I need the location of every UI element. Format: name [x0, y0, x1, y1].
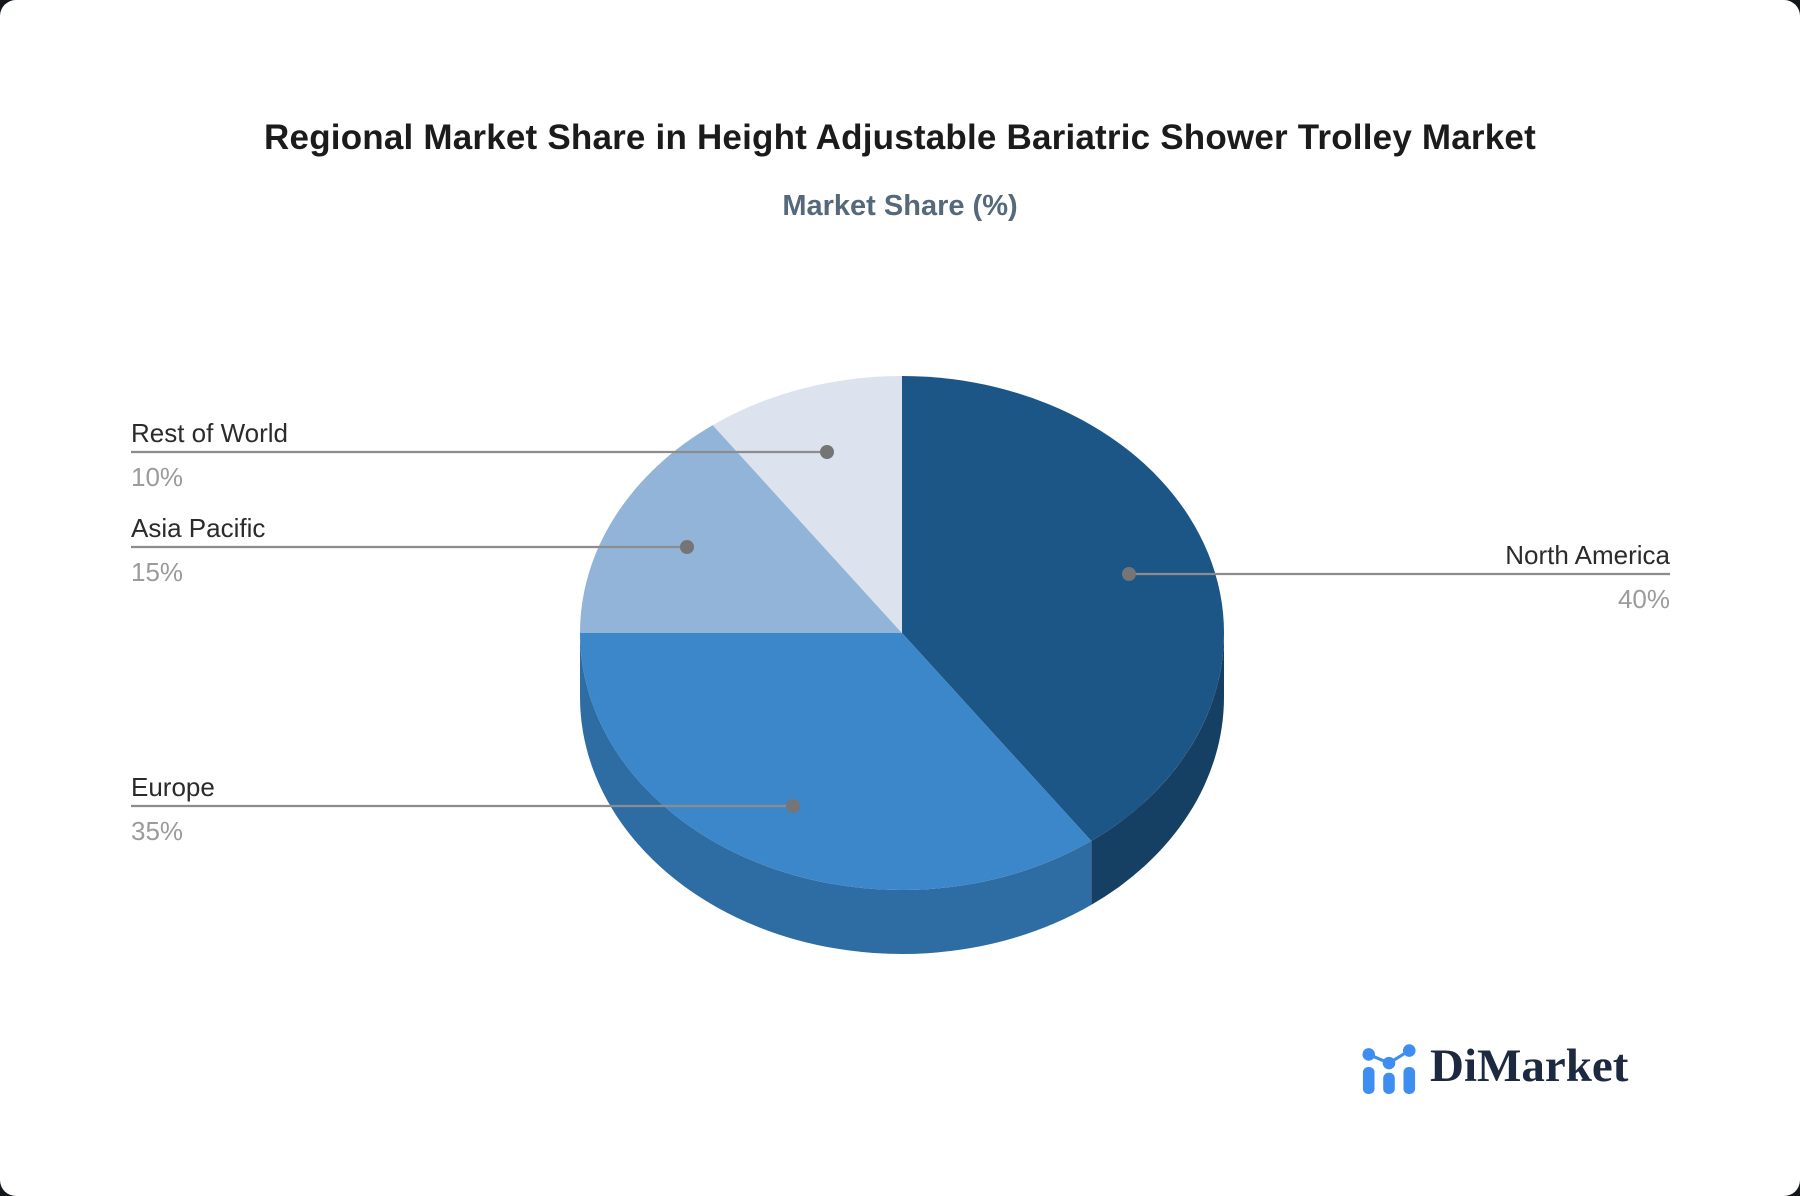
pie-side-europe [580, 633, 1092, 955]
leader-dot-europe [786, 799, 800, 813]
slice-value-asia-pacific: 15% [131, 557, 184, 587]
pie-slice-asia-pacific [580, 425, 902, 633]
chart-subtitle: Market Share (%) [782, 190, 1018, 222]
slice-value-rest-of-world: 10% [131, 462, 184, 492]
leader-dot-asia-pacific [680, 540, 694, 554]
slice-value-north-america: 40% [1617, 584, 1670, 614]
leader-dot-rest-of-world [820, 445, 834, 459]
slice-label-asia-pacific: Asia Pacific [131, 513, 266, 543]
slice-label-europe: Europe [131, 772, 215, 802]
leader-dot-north-america [1122, 567, 1136, 581]
bar-line-chart-icon [1362, 1044, 1416, 1094]
pie-slice-north-america [902, 376, 1224, 841]
dimarket-logo: DiMarket [1360, 1036, 1628, 1096]
logo-wordmark: DiMarket [1430, 1040, 1629, 1092]
pie-slice-rest-of-world [712, 376, 902, 633]
slice-label-north-america: North America [1505, 540, 1670, 570]
pie-side-north-america [1091, 633, 1224, 905]
slice-value-europe: 35% [131, 816, 184, 846]
chart-title: Regional Market Share in Height Adjustab… [264, 118, 1536, 157]
pie-slice-europe [580, 633, 1092, 890]
slice-label-rest-of-world: Rest of World [131, 418, 289, 448]
